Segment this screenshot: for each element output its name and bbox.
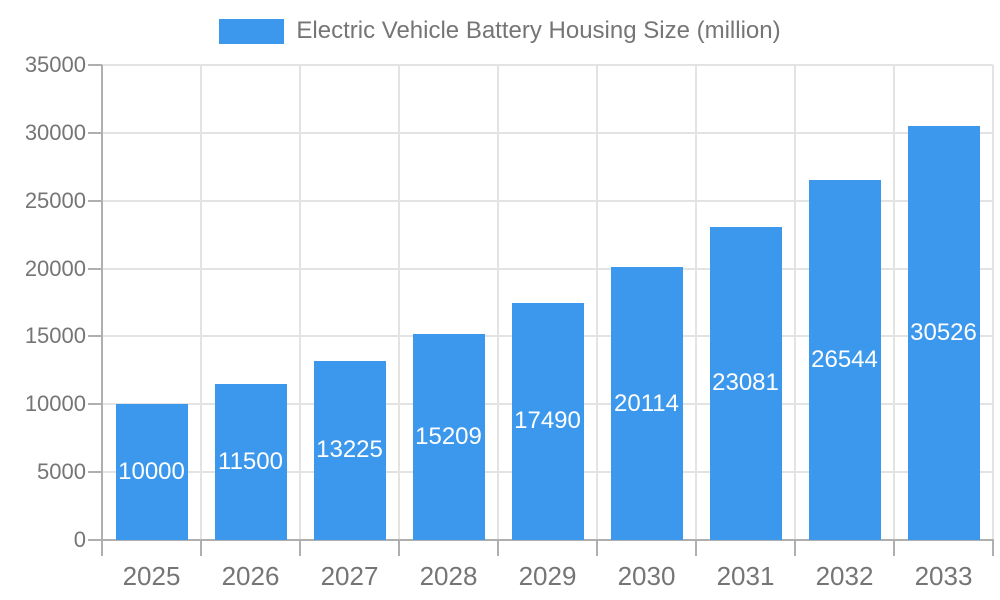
x-axis-tick [497, 540, 499, 556]
y-axis-tick-label: 15000 [24, 323, 86, 349]
bar-2025: 10000 [115, 404, 188, 540]
y-axis-tick-label: 0 [73, 527, 86, 552]
bar-value-label: 23081 [712, 369, 779, 397]
x-axis-tick-label: 2025 [122, 561, 181, 591]
x-axis-tick-label: 2027 [320, 561, 379, 591]
y-axis-tick-label: 10000 [24, 391, 86, 417]
legend: Electric Vehicle Battery Housing Size (m… [0, 17, 1000, 45]
x-axis-tick-label: 2033 [914, 561, 973, 591]
gridline-vertical [497, 65, 499, 540]
x-axis-tick [596, 540, 598, 556]
x-axis-tick [992, 540, 994, 556]
x-axis-tick [695, 540, 697, 556]
bar-2033: 30526 [907, 125, 980, 540]
gridline-vertical [794, 65, 796, 540]
gridline-horizontal [102, 199, 993, 202]
bar-value-label: 30526 [910, 318, 977, 346]
x-axis-tick-label: 2032 [815, 561, 874, 591]
bar-2026: 11500 [214, 383, 287, 540]
y-axis-tick [88, 267, 102, 270]
gridline-vertical [398, 65, 400, 540]
bar-2032: 26544 [808, 179, 881, 540]
bar-value-label: 15209 [415, 422, 482, 450]
gridline-vertical [893, 65, 895, 540]
y-axis-tick [88, 539, 102, 541]
bar-2031: 23081 [709, 226, 782, 540]
bar-2027: 13225 [313, 360, 386, 540]
gridline-horizontal [102, 267, 993, 270]
x-axis-baseline [101, 539, 994, 541]
y-axis-tick [88, 64, 102, 66]
gridline-vertical [695, 65, 697, 540]
legend-label: Electric Vehicle Battery Housing Size (m… [296, 17, 781, 44]
gridline-vertical [992, 65, 994, 540]
x-axis-tick [398, 540, 400, 556]
y-axis-tick-label: 20000 [24, 255, 86, 281]
x-axis-tick [794, 540, 796, 556]
x-axis-tick [200, 540, 202, 556]
gridline-horizontal [102, 131, 993, 134]
gridline-vertical [200, 65, 202, 540]
x-axis-tick [893, 540, 895, 556]
bar-2030: 20114 [610, 267, 683, 540]
bar-value-label: 20114 [614, 389, 679, 417]
x-axis-tick-label: 2029 [518, 561, 577, 591]
bar-value-label: 11500 [218, 447, 283, 475]
x-axis-tick [299, 540, 301, 556]
y-axis-tick-label: 30000 [24, 119, 86, 145]
bar-value-label: 26544 [811, 345, 878, 373]
bar-2028: 15209 [412, 333, 485, 540]
y-axis-line [101, 65, 103, 541]
gridline-vertical [299, 65, 301, 540]
gridline-vertical [596, 65, 598, 540]
gridline-horizontal [102, 64, 993, 66]
y-axis-tick [88, 403, 102, 406]
y-axis-tick [88, 335, 102, 338]
x-axis-tick-label: 2026 [221, 561, 280, 591]
bar-value-label: 17490 [514, 407, 581, 435]
x-axis-tick-label: 2028 [419, 561, 478, 591]
x-axis-tick-label: 2031 [716, 561, 775, 591]
y-axis-tick [88, 131, 102, 134]
bar-value-label: 13225 [316, 436, 383, 464]
bar-value-label: 10000 [118, 458, 185, 486]
x-axis-tick-label: 2030 [617, 561, 676, 591]
bar-2029: 17490 [511, 302, 584, 540]
y-axis-tick-label: 35000 [24, 52, 86, 77]
y-axis-tick-label: 25000 [24, 187, 86, 213]
plot-area: 0 5000 10000 15000 20000 25000 30000 35000 10000… [25, 52, 994, 591]
x-axis-tick [101, 540, 103, 556]
legend-swatch [219, 18, 285, 44]
y-axis-tick-label: 5000 [37, 459, 86, 485]
y-axis-tick [88, 471, 102, 474]
y-axis-tick [88, 199, 102, 202]
